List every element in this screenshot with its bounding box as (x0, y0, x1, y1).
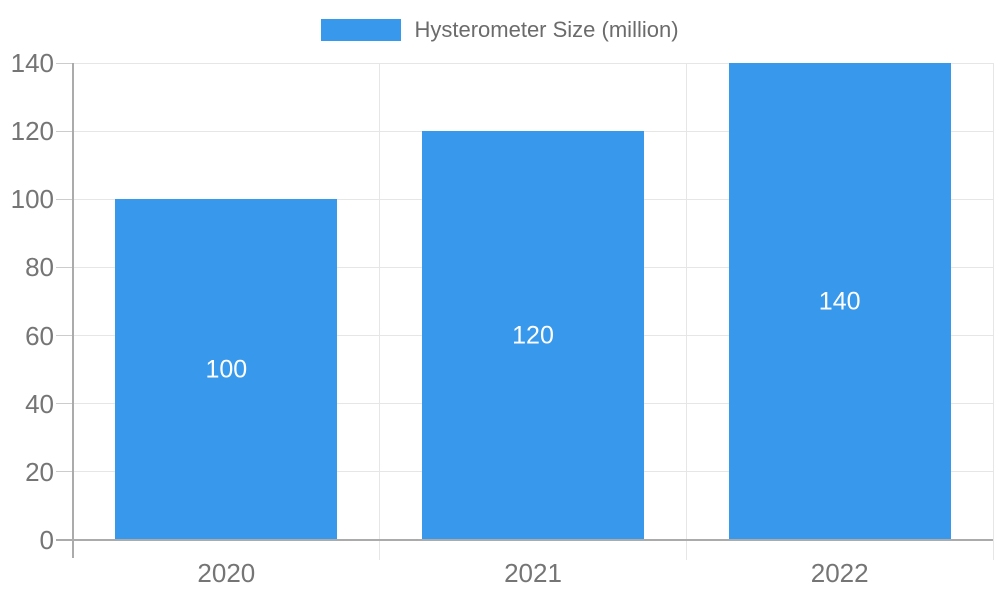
y-axis-tick-label: 80 (25, 252, 54, 283)
y-axis-tick-label: 20 (25, 456, 54, 487)
bar-value-label: 100 (205, 355, 248, 384)
vertical-gridline (685, 63, 687, 560)
y-axis-tick-label: 100 (10, 184, 54, 215)
y-axis-tick (56, 403, 73, 405)
horizontal-gridline (73, 62, 993, 64)
bar-value-label: 140 (818, 287, 861, 315)
x-axis-tick-label: 2021 (504, 558, 562, 588)
y-axis-tick-label: 60 (25, 320, 54, 351)
y-axis-tick (56, 266, 73, 268)
y-axis-tick (56, 130, 73, 132)
y-axis-tick-label: 140 (10, 48, 54, 78)
y-axis-line (72, 63, 74, 558)
y-axis-tick (56, 198, 73, 200)
x-axis-tick-label: 2022 (810, 558, 869, 588)
y-axis-tick (56, 62, 73, 64)
y-axis-tick-label: 0 (39, 525, 54, 555)
y-axis-tick (56, 471, 73, 473)
x-axis-tick-label: 2020 (197, 558, 256, 588)
legend-item[interactable]: Hysterometer Size (million) (0, 19, 1000, 41)
legend-swatch (321, 19, 402, 41)
bar-2021[interactable] (422, 131, 644, 540)
y-axis-tick (56, 335, 73, 337)
y-axis-tick-label: 40 (25, 388, 54, 419)
vertical-gridline (992, 63, 994, 560)
x-axis-line (56, 539, 993, 541)
bar-2020[interactable] (115, 199, 338, 540)
legend-label: Hysterometer Size (million) (414, 17, 679, 42)
bar-2022[interactable] (728, 63, 951, 540)
bar-value-label: 120 (512, 321, 554, 350)
vertical-gridline (379, 63, 381, 560)
y-axis-tick-label: 120 (10, 116, 54, 147)
